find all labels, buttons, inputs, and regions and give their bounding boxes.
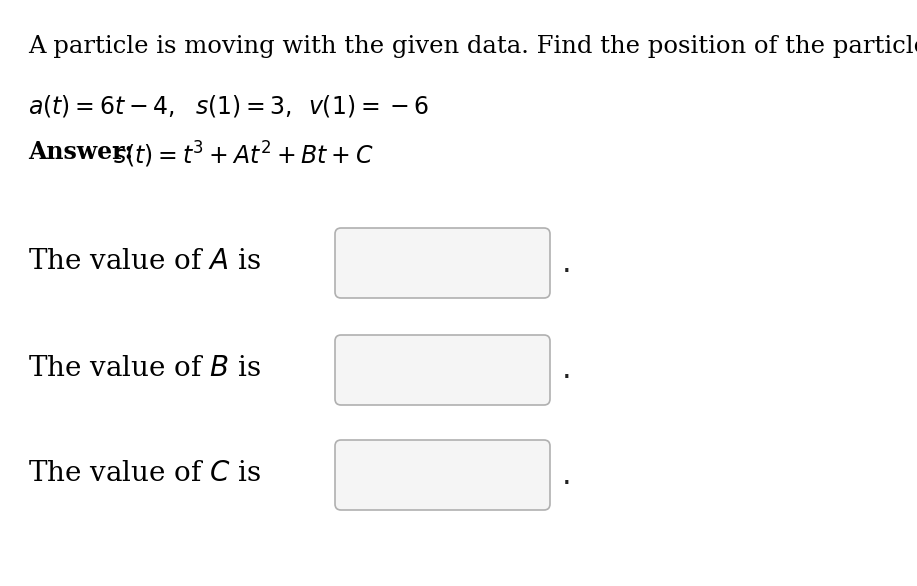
Text: Answer:: Answer: (28, 140, 141, 164)
Text: .: . (562, 461, 571, 489)
Text: $s(1) = 3,$: $s(1) = 3,$ (195, 93, 292, 119)
Text: .: . (562, 248, 571, 278)
Text: $a(t) = 6t - 4,$: $a(t) = 6t - 4,$ (28, 93, 174, 119)
FancyBboxPatch shape (335, 440, 550, 510)
Text: The value of $A$ is: The value of $A$ is (28, 248, 261, 275)
Text: The value of $B$ is: The value of $B$ is (28, 355, 261, 382)
Text: A particle is moving with the given data. Find the position of the particle.: A particle is moving with the given data… (28, 35, 917, 58)
Text: The value of $C$ is: The value of $C$ is (28, 460, 261, 487)
Text: $s(t) = t^3 + At^2 + Bt + C$: $s(t) = t^3 + At^2 + Bt + C$ (113, 140, 373, 170)
Text: .: . (562, 356, 571, 384)
Text: $v(1) = -6$: $v(1) = -6$ (308, 93, 429, 119)
FancyBboxPatch shape (335, 335, 550, 405)
FancyBboxPatch shape (335, 228, 550, 298)
